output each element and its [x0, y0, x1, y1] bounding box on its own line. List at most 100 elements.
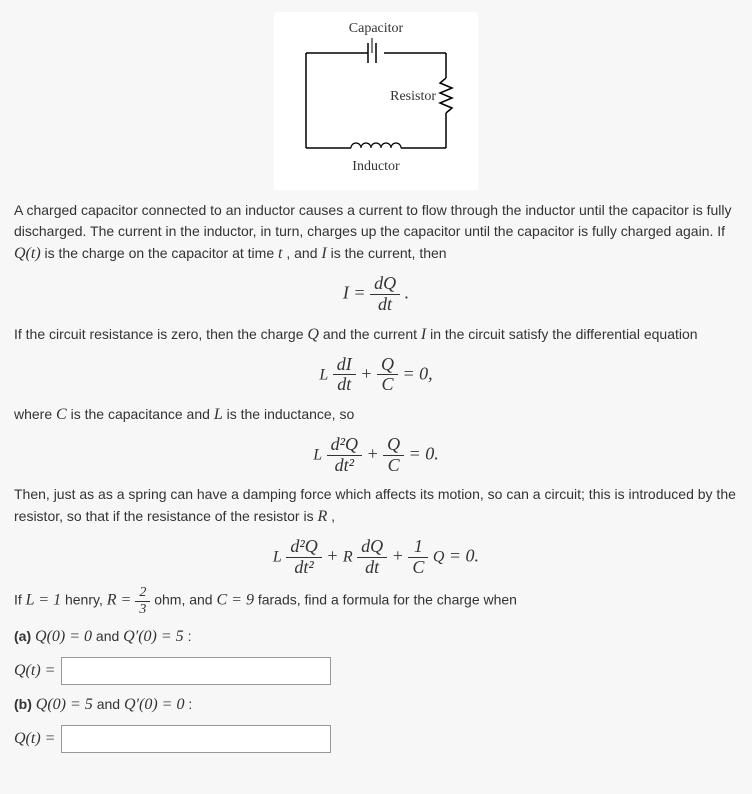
colon: :	[188, 696, 192, 712]
math-R: R	[317, 508, 327, 525]
denominator: dt²	[286, 558, 321, 578]
text: If the circuit resistance is zero, then …	[14, 326, 307, 342]
math-L: L	[319, 366, 328, 383]
eq-end: .	[405, 282, 410, 302]
fraction: Q C	[377, 355, 398, 396]
plus: +	[326, 545, 343, 565]
fraction: d²Q dt²	[286, 537, 321, 578]
text: and the current	[323, 326, 421, 342]
text: is the charge on the capacitor at time	[45, 245, 278, 261]
text: is the capacitance and	[71, 406, 214, 422]
text-and: and	[97, 696, 124, 712]
given-values: If L = 1 henry, R = 2 3 ohm, and C = 9 f…	[14, 585, 738, 617]
circuit-svg: Capacitor Resistor	[286, 18, 466, 178]
part-b-answer-row: Q(t) =	[14, 725, 738, 753]
text: ohm, and	[154, 592, 216, 608]
denominator: dt	[333, 375, 356, 395]
equation-full: L d²Q dt² + R dQ dt + 1 C Q = 0.	[14, 537, 738, 578]
fraction: Q C	[383, 435, 404, 476]
circuit-diagram: Capacitor Resistor	[274, 12, 478, 190]
equation-LQ: L d²Q dt² + Q C = 0.	[14, 435, 738, 476]
part-b-input[interactable]	[61, 725, 331, 753]
numerator: dI	[333, 355, 356, 376]
eq-lhs: I =	[343, 282, 370, 302]
math-Cval: C = 9	[216, 592, 253, 609]
numerator: 2	[135, 585, 150, 601]
plus: +	[367, 444, 384, 464]
text: Then, just as as a spring can have a dam…	[14, 486, 736, 524]
fraction: dI dt	[333, 355, 356, 396]
part-a-input[interactable]	[61, 657, 331, 685]
capacitor-label: Capacitor	[349, 21, 404, 36]
plus: +	[360, 363, 377, 383]
fraction: dQ dt	[370, 274, 400, 315]
denominator: C	[383, 456, 404, 476]
part-b-label: (b)	[14, 696, 32, 712]
part-a-answer-row: Q(t) =	[14, 657, 738, 685]
denominator: dt	[357, 558, 387, 578]
math-L: L	[313, 447, 322, 464]
part-b-conditions: (b) Q(0) = 5 and Q′(0) = 0 :	[14, 693, 738, 717]
text: in the circuit satisfy the differential …	[430, 326, 697, 342]
numerator: Q	[377, 355, 398, 376]
plus: +	[392, 545, 409, 565]
text-and: and	[96, 628, 123, 644]
math-t: t	[278, 245, 282, 262]
math-R: R	[343, 548, 353, 565]
fraction-R: 2 3	[135, 585, 150, 617]
text: If	[14, 592, 26, 608]
text: is the inductance, so	[227, 406, 355, 422]
text: henry,	[65, 592, 107, 608]
numerator: d²Q	[286, 537, 321, 558]
text: is the current, then	[331, 245, 447, 261]
numerator: Q	[383, 435, 404, 456]
colon: :	[188, 628, 192, 644]
resistor-label: Resistor	[390, 89, 436, 104]
denominator: C	[377, 375, 398, 395]
numerator: dQ	[370, 274, 400, 295]
math-C: C	[56, 406, 67, 423]
inductor-label: Inductor	[352, 159, 400, 174]
intro-paragraph: A charged capacitor connected to an indu…	[14, 200, 738, 266]
answer-lhs: Q(t) =	[14, 659, 55, 683]
denominator: C	[408, 558, 428, 578]
denominator: dt	[370, 295, 400, 315]
part-a-label: (a)	[14, 628, 31, 644]
equation-I: I = dQ dt .	[14, 274, 738, 315]
math-Q: Q	[433, 548, 445, 565]
damping-paragraph: Then, just as as a spring can have a dam…	[14, 484, 738, 529]
denominator: dt²	[327, 456, 362, 476]
math-I: I	[321, 245, 326, 262]
resistance-zero-paragraph: If the circuit resistance is zero, then …	[14, 323, 738, 347]
text: , and	[286, 245, 321, 261]
denominator: 3	[135, 602, 150, 617]
circuit-diagram-container: Capacitor Resistor	[14, 12, 738, 190]
text: A charged capacitor connected to an indu…	[14, 202, 732, 239]
math-L: L	[273, 548, 282, 565]
fraction: d²Q dt²	[327, 435, 362, 476]
math-I: I	[421, 326, 426, 343]
math-L: L	[214, 406, 223, 423]
eq-zero: = 0.	[409, 444, 439, 464]
capacitance-paragraph: where C is the capacitance and L is the …	[14, 403, 738, 427]
math-cond2: Q′(0) = 5	[123, 628, 184, 645]
numerator: d²Q	[327, 435, 362, 456]
eq-end: = 0.	[449, 545, 479, 565]
numerator: 1	[408, 537, 428, 558]
fraction: dQ dt	[357, 537, 387, 578]
math-Lval: L = 1	[26, 592, 61, 609]
math-Qt: Q(t)	[14, 245, 41, 262]
numerator: dQ	[357, 537, 387, 558]
math-cond: Q(0) = 0	[35, 628, 92, 645]
math-cond: Q(0) = 5	[36, 696, 93, 713]
math-Rval: R =	[107, 592, 136, 609]
part-a-conditions: (a) Q(0) = 0 and Q′(0) = 5 :	[14, 625, 738, 649]
math-cond2: Q′(0) = 0	[124, 696, 185, 713]
eq-zero: = 0,	[402, 363, 432, 383]
fraction: 1 C	[408, 537, 428, 578]
math-Q: Q	[307, 326, 319, 343]
text: where	[14, 406, 56, 422]
equation-LI: L dI dt + Q C = 0,	[14, 355, 738, 396]
text: ,	[331, 508, 335, 524]
text: farads, find a formula for the charge wh…	[258, 592, 517, 608]
